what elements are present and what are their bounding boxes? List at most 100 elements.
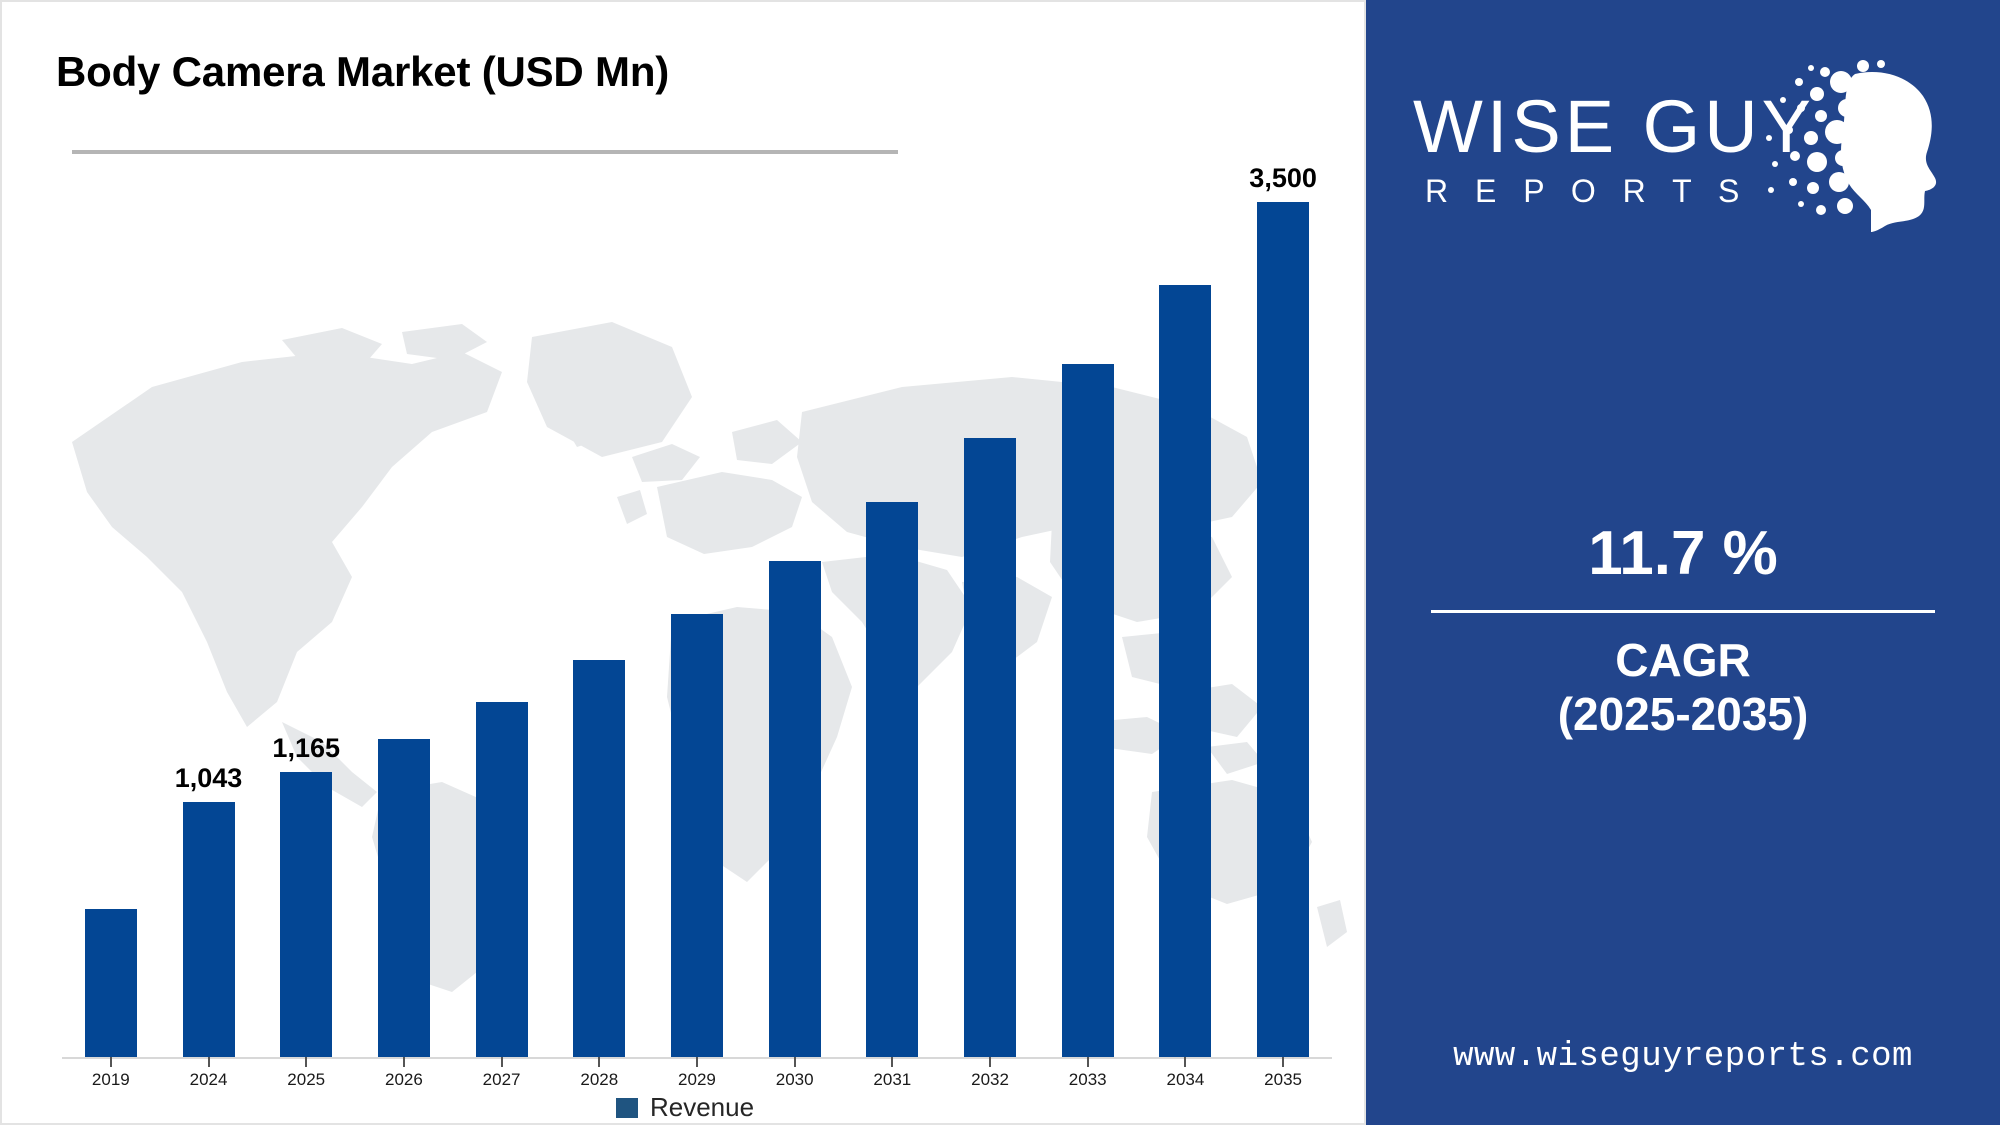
x-axis-label-2035: 2035 — [1264, 1070, 1302, 1089]
xlabel-slot: 2025 — [257, 1070, 355, 1090]
tick-slot — [844, 1057, 942, 1069]
tick-slot — [941, 1057, 1039, 1069]
bar-series: 1,043 1,165 3,500 — [62, 163, 1332, 1057]
x-axis-label-2032: 2032 — [971, 1070, 1009, 1089]
website-url[interactable]: www.wiseguyreports.com — [1453, 1038, 1913, 1076]
x-axis-label-2028: 2028 — [580, 1070, 619, 1089]
brand-panel: WISE GUY R E P O R T S — [1366, 0, 2000, 1125]
bar-2027[interactable] — [475, 701, 528, 1057]
xlabel-slot: 2029 — [648, 1070, 746, 1090]
bar-slot — [844, 202, 942, 1057]
bar-slot — [355, 202, 453, 1057]
bar-2026[interactable] — [377, 738, 430, 1057]
axis-tick-2019 — [109, 1057, 112, 1067]
cagr-divider — [1431, 610, 1935, 614]
wiseguy-logo[interactable]: WISE GUY R E P O R T S — [1366, 60, 2000, 240]
axis-tick-2029 — [695, 1057, 698, 1067]
plot-area: 1,043 1,165 3,500 — [62, 163, 1332, 1057]
x-axis-label-2029: 2029 — [678, 1070, 716, 1089]
cagr-block: 11.7 % CAGR (2025-2035) — [1366, 519, 2000, 742]
bar-2019[interactable] — [84, 909, 137, 1057]
chart-legend: Revenue — [2, 1092, 1364, 1123]
bar-value-label-2025: 1,165 — [272, 733, 341, 764]
bar-2032[interactable] — [964, 437, 1017, 1057]
bar-2028[interactable] — [573, 660, 626, 1057]
bar-slot: 1,043 — [160, 202, 258, 1057]
x-axis-label-2024: 2024 — [189, 1070, 228, 1089]
axis-tick-2034 — [1184, 1057, 1187, 1067]
cagr-label-line2: (2025-2035) — [1557, 688, 1809, 741]
axis-tick-2035 — [1282, 1057, 1285, 1067]
x-axis-label-2031: 2031 — [873, 1070, 912, 1089]
xlabel-slot: 2033 — [1039, 1070, 1137, 1090]
logo-wordmark-secondary: R E P O R T S — [1425, 173, 1748, 209]
axis-tick-2031 — [891, 1057, 894, 1067]
bar-slot — [1039, 202, 1137, 1057]
bar-slot — [550, 202, 648, 1057]
bar-slot — [453, 202, 551, 1057]
bar-2033[interactable] — [1061, 364, 1114, 1057]
axis-tick-2033 — [1086, 1057, 1089, 1067]
logo-wordmark-primary: WISE GUY — [1413, 85, 1815, 168]
tick-slot — [746, 1057, 844, 1069]
tick-slot — [257, 1057, 355, 1069]
tick-slot — [1039, 1057, 1137, 1069]
x-axis-label-2033: 2033 — [1068, 1070, 1107, 1089]
xlabel-slot: 2031 — [844, 1070, 942, 1090]
bar-slot — [941, 202, 1039, 1057]
tick-slot — [453, 1057, 551, 1069]
x-axis-label-2019: 2019 — [91, 1070, 130, 1089]
x-axis-labels: 2019 2024 2025 2026 2027 2028 2029 2030 2031 2032… — [62, 1070, 1332, 1090]
x-axis-label-2030: 2030 — [775, 1070, 814, 1089]
bar-slot: 3,500 — [1234, 163, 1332, 1057]
chart-panel: Body Camera Market (USD Mn) — [0, 0, 1366, 1125]
bar-value-label-2024: 1,043 — [174, 763, 243, 794]
legend-label: Revenue — [649, 1092, 755, 1122]
axis-tick-2025 — [305, 1057, 308, 1067]
bar-2030[interactable] — [768, 561, 821, 1057]
bar-slot: 1,165 — [257, 202, 355, 1057]
head-profile-icon — [1766, 60, 1937, 232]
bar-slot — [1137, 202, 1235, 1057]
bar-2035[interactable]: 3,500 — [1249, 163, 1317, 1057]
bar-slot — [746, 202, 844, 1057]
bar-slot — [62, 202, 160, 1057]
tick-slot — [550, 1057, 648, 1069]
x-axis-label-2026: 2026 — [384, 1070, 423, 1089]
bar-slot — [648, 202, 746, 1057]
bar-2034[interactable] — [1159, 285, 1212, 1057]
axis-tick-2024 — [207, 1057, 210, 1067]
xlabel-slot: 2026 — [355, 1070, 453, 1090]
xlabel-slot: 2028 — [550, 1070, 648, 1090]
axis-tick-2026 — [402, 1057, 405, 1067]
bar-2031[interactable] — [866, 502, 919, 1057]
bar-2025[interactable]: 1,165 — [272, 733, 340, 1057]
cagr-label-line1: CAGR — [1615, 634, 1751, 687]
tick-slot — [1137, 1057, 1235, 1069]
tick-slot — [355, 1057, 453, 1069]
axis-tick-2032 — [989, 1057, 992, 1067]
x-axis-label-2025: 2025 — [287, 1070, 326, 1089]
x-axis-label-2034: 2034 — [1166, 1070, 1205, 1089]
xlabel-slot: 2032 — [941, 1070, 1039, 1090]
x-axis-ticks — [62, 1057, 1332, 1069]
tick-slot — [1234, 1057, 1332, 1069]
xlabel-slot: 2027 — [453, 1070, 551, 1090]
title-divider — [72, 150, 898, 154]
xlabel-slot: 2019 — [62, 1070, 160, 1090]
axis-tick-2030 — [793, 1057, 796, 1067]
tick-slot — [648, 1057, 746, 1069]
bar-2024[interactable]: 1,043 — [175, 763, 242, 1057]
xlabel-slot: 2034 — [1137, 1070, 1235, 1090]
xlabel-slot: 2035 — [1234, 1070, 1332, 1090]
tick-slot — [62, 1057, 160, 1069]
xlabel-slot: 2030 — [746, 1070, 844, 1090]
axis-tick-2027 — [500, 1057, 503, 1067]
x-axis-label-2027: 2027 — [482, 1070, 521, 1089]
bar-2029[interactable] — [670, 613, 723, 1057]
xlabel-slot: 2024 — [160, 1070, 258, 1090]
cagr-value: 11.7 % — [1588, 519, 1778, 588]
axis-tick-2028 — [598, 1057, 601, 1067]
legend-swatch-icon — [615, 1097, 638, 1118]
